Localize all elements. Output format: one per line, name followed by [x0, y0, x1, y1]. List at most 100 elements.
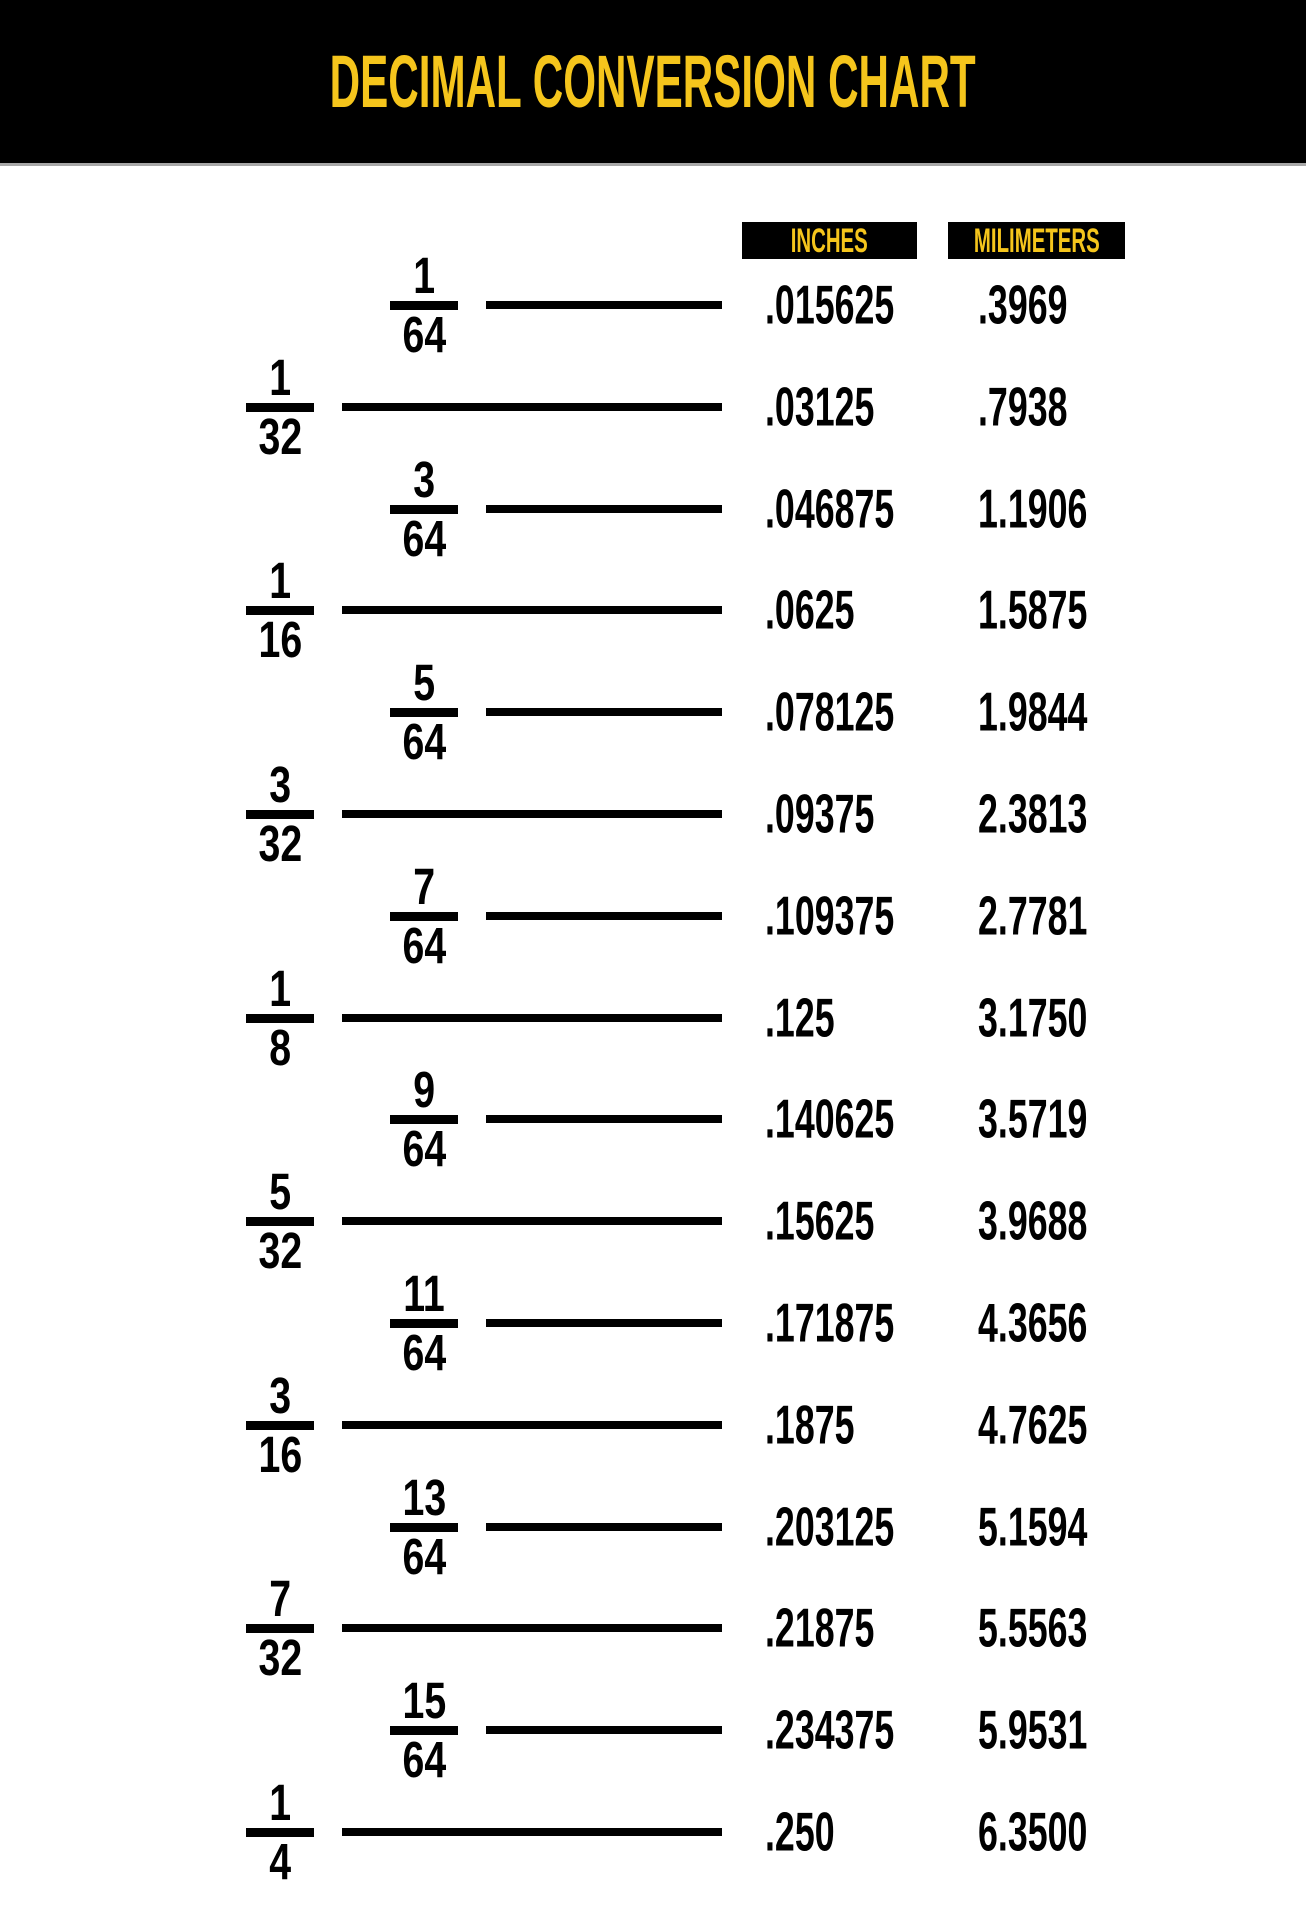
inches-value: .1875	[765, 1393, 855, 1456]
inches-value: .15625	[765, 1189, 875, 1252]
column-header-millimeters-label: MILIMETERS	[973, 221, 1100, 260]
inches-value: .03125	[765, 375, 875, 438]
inches-value: .125	[765, 986, 835, 1049]
connector-line	[342, 1217, 722, 1225]
connector-line	[486, 1115, 722, 1123]
fraction-denominator: 32	[258, 1221, 302, 1279]
millimeters-value: 2.3813	[978, 782, 1088, 845]
conversion-row: 15 64 .234375 5.9531	[0, 1664, 1306, 1796]
millimeters-value: 1.9844	[978, 680, 1088, 743]
fraction-circle: 5 64	[358, 646, 490, 778]
connector-line	[486, 708, 722, 716]
fraction-circle: 3 16	[214, 1359, 346, 1491]
fraction-bar	[390, 300, 458, 310]
column-header-millimeters: MILIMETERS	[948, 222, 1125, 259]
millimeters-value: .7938	[978, 375, 1068, 438]
millimeters-value: 5.9531	[978, 1698, 1088, 1761]
fraction-bar	[390, 1725, 458, 1735]
fraction-numerator: 3	[269, 1366, 291, 1424]
fraction-denominator: 64	[402, 509, 446, 567]
fraction-numerator: 1	[269, 551, 291, 609]
millimeters-value: 6.3500	[978, 1800, 1088, 1863]
millimeters-value: 1.5875	[978, 578, 1088, 641]
fraction-numerator: 1	[269, 959, 291, 1017]
page-title: DECIMAL CONVERSION CHART	[86, 39, 1219, 123]
fraction-numerator: 1	[413, 246, 435, 304]
fraction-denominator: 8	[269, 1018, 291, 1076]
conversion-row: 3 32 .09375 2.3813	[0, 748, 1306, 880]
fraction-bar	[390, 911, 458, 921]
fraction-bar	[390, 707, 458, 717]
fraction-numerator: 11	[403, 1264, 445, 1322]
fraction-circle: 3 32	[214, 748, 346, 880]
conversion-row: 5 64 .078125 1.9844	[0, 646, 1306, 778]
conversion-row: 1 64 .015625 .3969	[0, 239, 1306, 371]
conversion-row: 3 16 .1875 4.7625	[0, 1359, 1306, 1491]
fraction-numerator: 3	[413, 450, 435, 508]
conversion-row: 7 64 .109375 2.7781	[0, 850, 1306, 982]
connector-line	[342, 606, 722, 614]
fraction-denominator: 16	[258, 1425, 302, 1483]
fraction-circle: 15 64	[358, 1664, 490, 1796]
conversion-row: 13 64 .203125 5.1594	[0, 1461, 1306, 1593]
fraction-bar	[246, 1013, 314, 1023]
connector-line	[342, 403, 722, 411]
millimeters-value: 1.1906	[978, 477, 1088, 540]
column-header-inches-label: INCHES	[790, 221, 869, 260]
fraction-bar	[246, 809, 314, 819]
inches-value: .015625	[765, 273, 895, 336]
conversion-row: 3 64 .046875 1.1906	[0, 443, 1306, 575]
connector-line	[342, 1828, 722, 1836]
fraction-numerator: 7	[413, 857, 435, 915]
fraction-denominator: 4	[269, 1832, 291, 1890]
millimeters-value: 4.3656	[978, 1291, 1088, 1354]
connector-line	[342, 1014, 722, 1022]
connector-line	[486, 912, 722, 920]
inches-value: .21875	[765, 1596, 875, 1659]
fraction-bar	[390, 1522, 458, 1532]
inches-value: .0625	[765, 578, 855, 641]
fraction-circle: 1 8	[214, 952, 346, 1084]
fraction-circle: 1 64	[358, 239, 490, 371]
fraction-denominator: 64	[402, 916, 446, 974]
inches-value: .140625	[765, 1087, 895, 1150]
connector-line	[342, 1421, 722, 1429]
fraction-bar	[390, 1318, 458, 1328]
fraction-denominator: 64	[402, 712, 446, 770]
fraction-denominator: 16	[258, 610, 302, 668]
conversion-row: 1 4 .250 6.3500	[0, 1766, 1306, 1898]
fraction-circle: 1 32	[214, 341, 346, 473]
inches-value: .250	[765, 1800, 835, 1863]
header-bar: DECIMAL CONVERSION CHART	[0, 0, 1306, 166]
fraction-denominator: 32	[258, 407, 302, 465]
fraction-denominator: 32	[258, 814, 302, 872]
fraction-circle: 5 32	[214, 1155, 346, 1287]
fraction-numerator: 1	[269, 1773, 291, 1831]
fraction-circle: 9 64	[358, 1053, 490, 1185]
millimeters-value: 5.5563	[978, 1596, 1088, 1659]
fraction-bar	[390, 1114, 458, 1124]
inches-value: .109375	[765, 884, 895, 947]
fraction-numerator: 5	[269, 1162, 291, 1220]
millimeters-value: 3.9688	[978, 1189, 1088, 1252]
fraction-circle: 1 16	[214, 544, 346, 676]
fraction-denominator: 64	[402, 1730, 446, 1788]
connector-line	[342, 810, 722, 818]
fraction-bar	[246, 1827, 314, 1837]
millimeters-value: 3.1750	[978, 986, 1088, 1049]
fraction-numerator: 9	[413, 1060, 435, 1118]
fraction-circle: 13 64	[358, 1461, 490, 1593]
millimeters-value: 5.1594	[978, 1495, 1088, 1558]
millimeters-value: 3.5719	[978, 1087, 1088, 1150]
connector-line	[486, 1319, 722, 1327]
fraction-denominator: 32	[258, 1628, 302, 1686]
fraction-numerator: 13	[402, 1468, 446, 1526]
page-title-text: DECIMAL CONVERSION CHART	[329, 39, 977, 123]
fraction-circle: 1 4	[214, 1766, 346, 1898]
fraction-bar	[390, 504, 458, 514]
column-header-inches: INCHES	[742, 222, 917, 259]
millimeters-value: .3969	[978, 273, 1068, 336]
fraction-numerator: 3	[269, 755, 291, 813]
fraction-circle: 3 64	[358, 443, 490, 575]
